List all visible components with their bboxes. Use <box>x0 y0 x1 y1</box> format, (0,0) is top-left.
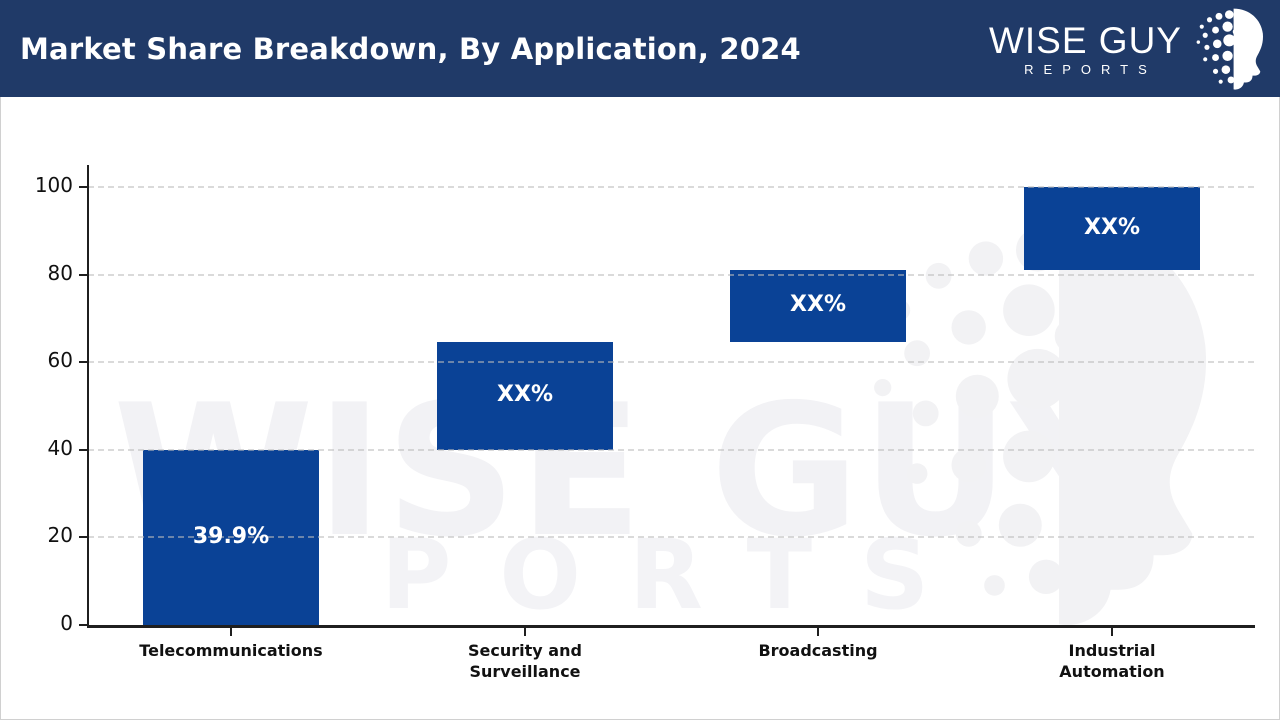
bar-value-label: 39.9% <box>192 523 270 549</box>
chart-body: WISE GUY PORTS 0 20 40 60 80 100 39.9% Telecomm… <box>0 97 1280 720</box>
y-tick-mark <box>79 624 88 626</box>
y-tick-mark <box>79 186 88 188</box>
grid-line <box>88 273 1254 276</box>
x-tick-mark <box>1111 628 1113 636</box>
y-tick-mark <box>79 536 88 539</box>
bar-value-label: XX% <box>497 382 553 408</box>
bar <box>1024 187 1200 271</box>
y-tick-label: 0 <box>60 611 73 635</box>
x-tick-mark <box>230 628 232 636</box>
x-category-label: Security and Surveillance <box>468 641 582 681</box>
grid-line <box>88 361 1254 364</box>
logo-text: WISE GUY REPORTS <box>988 20 1182 78</box>
x-axis-line <box>87 625 1255 628</box>
logo-wordmark: WISE GUY <box>988 20 1182 61</box>
y-tick-label: 80 <box>47 260 73 285</box>
y-tick-mark <box>79 361 88 364</box>
bar-value-label: XX% <box>1084 214 1140 240</box>
grid-line <box>88 186 1254 188</box>
page-title: Market Share Breakdown, By Application, … <box>20 31 801 66</box>
y-tick-label: 60 <box>47 348 73 373</box>
x-category-label: Broadcasting <box>758 641 878 660</box>
header: Market Share Breakdown, By Application, … <box>0 0 1280 97</box>
bar-value-label: XX% <box>790 292 846 318</box>
y-tick-label: 40 <box>47 435 73 460</box>
wise-guy-logo: WISE GUY REPORTS <box>989 6 1266 92</box>
grid-line <box>88 448 1254 451</box>
x-tick-mark <box>817 628 819 636</box>
x-category-label: Industrial Automation <box>1059 641 1165 681</box>
x-tick-mark <box>524 628 526 636</box>
grid-line <box>88 536 1254 539</box>
bar <box>730 270 906 343</box>
y-tick-label: 100 <box>34 173 73 197</box>
y-tick-mark <box>79 448 88 451</box>
x-category-label: Telecommunications <box>139 641 323 660</box>
bar <box>437 342 613 450</box>
y-axis-line <box>87 165 89 628</box>
logo-subtitle: REPORTS <box>1024 62 1157 77</box>
logo-head-icon <box>1196 8 1264 90</box>
y-tick-label: 20 <box>47 523 73 548</box>
y-tick-mark <box>79 273 88 276</box>
